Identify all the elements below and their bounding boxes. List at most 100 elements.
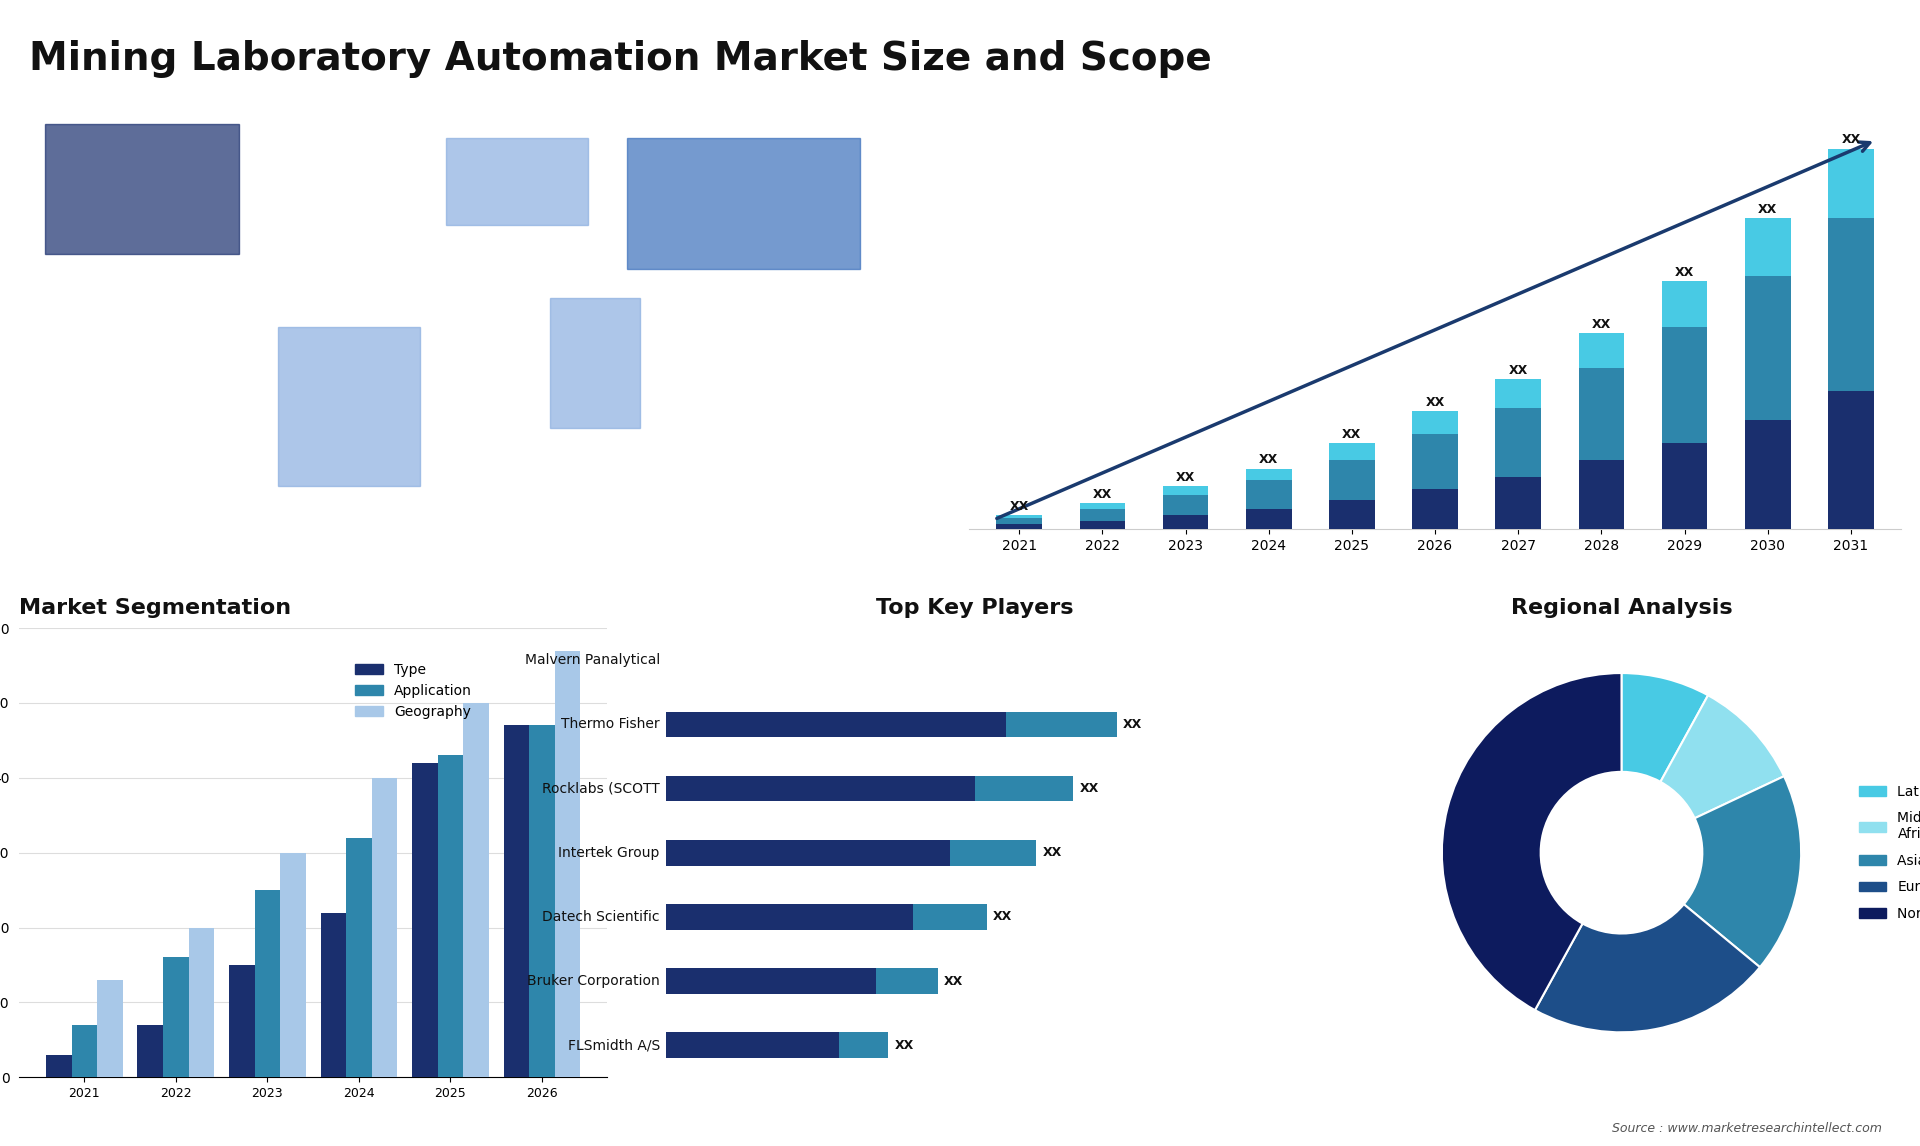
Bar [666, 840, 950, 865]
Text: XX: XX [1759, 203, 1778, 215]
Bar [1745, 275, 1791, 419]
Bar [228, 965, 255, 1077]
Bar [666, 904, 914, 929]
Text: XX: XX [1509, 364, 1528, 377]
Bar [1006, 712, 1117, 737]
Text: XX: XX [1175, 471, 1194, 484]
Text: XX: XX [993, 910, 1012, 924]
Text: Datech Scientific: Datech Scientific [541, 910, 660, 924]
Bar [666, 712, 1006, 737]
Text: XX: XX [1010, 500, 1029, 512]
Bar [914, 904, 987, 929]
Text: XX: XX [1674, 266, 1693, 280]
Bar [876, 968, 937, 994]
Bar [280, 853, 305, 1077]
Bar [1578, 368, 1624, 461]
Text: Malvern Panalytical: Malvern Panalytical [524, 653, 660, 667]
Title: Top Key Players: Top Key Players [876, 598, 1073, 618]
Wedge shape [1684, 776, 1801, 967]
Text: FLSmidth A/S: FLSmidth A/S [568, 1038, 660, 1052]
Wedge shape [1442, 673, 1622, 1010]
Text: Intertek Group: Intertek Group [559, 846, 660, 860]
Bar [666, 968, 876, 994]
Bar [163, 957, 188, 1077]
Bar [555, 651, 580, 1077]
Bar [1745, 419, 1791, 529]
Bar [1661, 328, 1707, 442]
Bar [445, 139, 588, 225]
Bar [278, 327, 420, 486]
Bar [530, 725, 555, 1077]
Bar [71, 1025, 98, 1077]
Bar [1329, 442, 1375, 461]
Text: XX: XX [895, 1038, 914, 1052]
Legend: Latin America, Middle East &
Africa, Asia Pacific, Europe, North America: Latin America, Middle East & Africa, Asi… [1853, 779, 1920, 926]
Text: XX: XX [1043, 846, 1062, 860]
Bar [1661, 442, 1707, 529]
Bar [1246, 509, 1292, 529]
Bar [1828, 149, 1874, 218]
Bar [628, 139, 860, 268]
Title: Regional Analysis: Regional Analysis [1511, 598, 1732, 618]
Text: XX: XX [1841, 133, 1860, 147]
Text: XX: XX [1342, 427, 1361, 440]
Bar [1329, 501, 1375, 529]
Bar [346, 838, 372, 1077]
Bar [1496, 408, 1542, 478]
Bar [666, 776, 975, 801]
Text: XX: XX [945, 974, 964, 988]
Text: Thermo Fisher: Thermo Fisher [561, 717, 660, 731]
Bar [44, 124, 240, 254]
Text: Source : www.marketresearchintellect.com: Source : www.marketresearchintellect.com [1611, 1122, 1882, 1135]
Text: XX: XX [1079, 782, 1098, 795]
Bar [255, 890, 280, 1077]
Text: Market Segmentation: Market Segmentation [19, 598, 292, 618]
Text: Mining Laboratory Automation Market Size and Scope: Mining Laboratory Automation Market Size… [29, 40, 1212, 78]
Bar [321, 912, 346, 1077]
Bar [1661, 282, 1707, 328]
Text: XX: XX [1592, 317, 1611, 331]
Bar [1079, 520, 1125, 529]
Wedge shape [1622, 673, 1709, 782]
Text: XX: XX [1123, 717, 1142, 731]
Bar [1496, 379, 1542, 408]
Wedge shape [1534, 904, 1761, 1033]
Bar [1578, 333, 1624, 368]
Bar [1329, 461, 1375, 501]
Bar [413, 763, 438, 1077]
Bar [463, 702, 490, 1077]
Bar [549, 298, 639, 427]
Bar [996, 518, 1043, 524]
Bar [1079, 509, 1125, 520]
Bar [188, 927, 215, 1077]
Bar [1246, 469, 1292, 480]
Bar [1413, 411, 1457, 434]
Bar [438, 755, 463, 1077]
Text: XX: XX [1092, 488, 1112, 501]
Bar [1413, 489, 1457, 529]
Bar [1578, 461, 1624, 529]
Bar [46, 1054, 71, 1077]
Bar [1164, 495, 1208, 515]
Legend: Type, Application, Geography: Type, Application, Geography [349, 658, 478, 724]
Bar [372, 778, 397, 1077]
Bar [666, 1033, 839, 1058]
Bar [503, 725, 530, 1077]
Bar [1246, 480, 1292, 509]
Bar [975, 776, 1073, 801]
Bar [950, 840, 1037, 865]
Bar [98, 980, 123, 1077]
Bar [839, 1033, 889, 1058]
Text: Bruker Corporation: Bruker Corporation [528, 974, 660, 988]
Bar [138, 1025, 163, 1077]
Bar [1079, 503, 1125, 509]
Bar [1496, 478, 1542, 529]
Text: XX: XX [1260, 454, 1279, 466]
Bar [1828, 391, 1874, 529]
Bar [1745, 218, 1791, 275]
Text: Rocklabs (SCOTT: Rocklabs (SCOTT [541, 782, 660, 795]
Bar [996, 524, 1043, 529]
Bar [1828, 218, 1874, 391]
Bar [1164, 486, 1208, 495]
Bar [996, 515, 1043, 518]
